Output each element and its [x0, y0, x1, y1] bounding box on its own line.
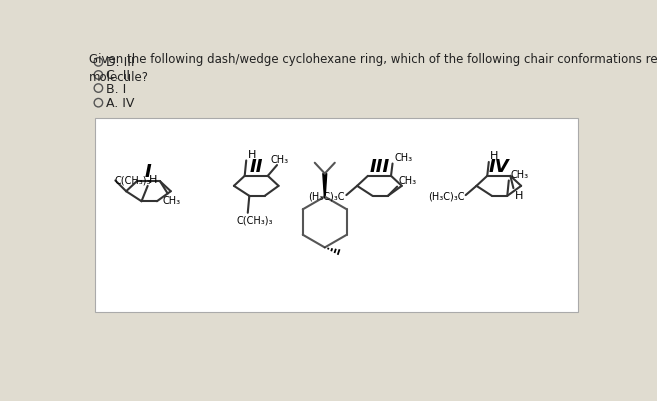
Text: C. II: C. II	[106, 69, 130, 82]
Text: H: H	[149, 175, 158, 185]
Text: IV: IV	[489, 157, 509, 175]
Text: Given the following dash/wedge cyclohexane ring, which of the following chair co: Given the following dash/wedge cyclohexa…	[89, 53, 657, 84]
Text: II: II	[250, 157, 263, 175]
Polygon shape	[323, 174, 327, 197]
Text: III: III	[369, 157, 390, 175]
Text: H: H	[248, 150, 256, 160]
Text: C(CH₃)₃: C(CH₃)₃	[237, 215, 273, 225]
Text: CH₃: CH₃	[399, 176, 417, 186]
Text: I: I	[145, 162, 152, 180]
Text: H: H	[515, 190, 524, 200]
Text: (H₃C)₃C: (H₃C)₃C	[428, 190, 464, 200]
Text: D. III: D. III	[106, 56, 135, 69]
Text: CH₃: CH₃	[510, 170, 528, 180]
Text: C(CH₃)₃: C(CH₃)₃	[114, 175, 151, 185]
Text: CH₃: CH₃	[271, 154, 289, 164]
Text: B. I: B. I	[106, 82, 126, 95]
Text: H: H	[490, 151, 499, 161]
Text: (H₃C)₃C: (H₃C)₃C	[308, 190, 345, 200]
Text: CH₃: CH₃	[162, 196, 181, 206]
Text: CH₃: CH₃	[394, 153, 412, 162]
Text: A. IV: A. IV	[106, 97, 135, 110]
FancyBboxPatch shape	[95, 119, 578, 312]
